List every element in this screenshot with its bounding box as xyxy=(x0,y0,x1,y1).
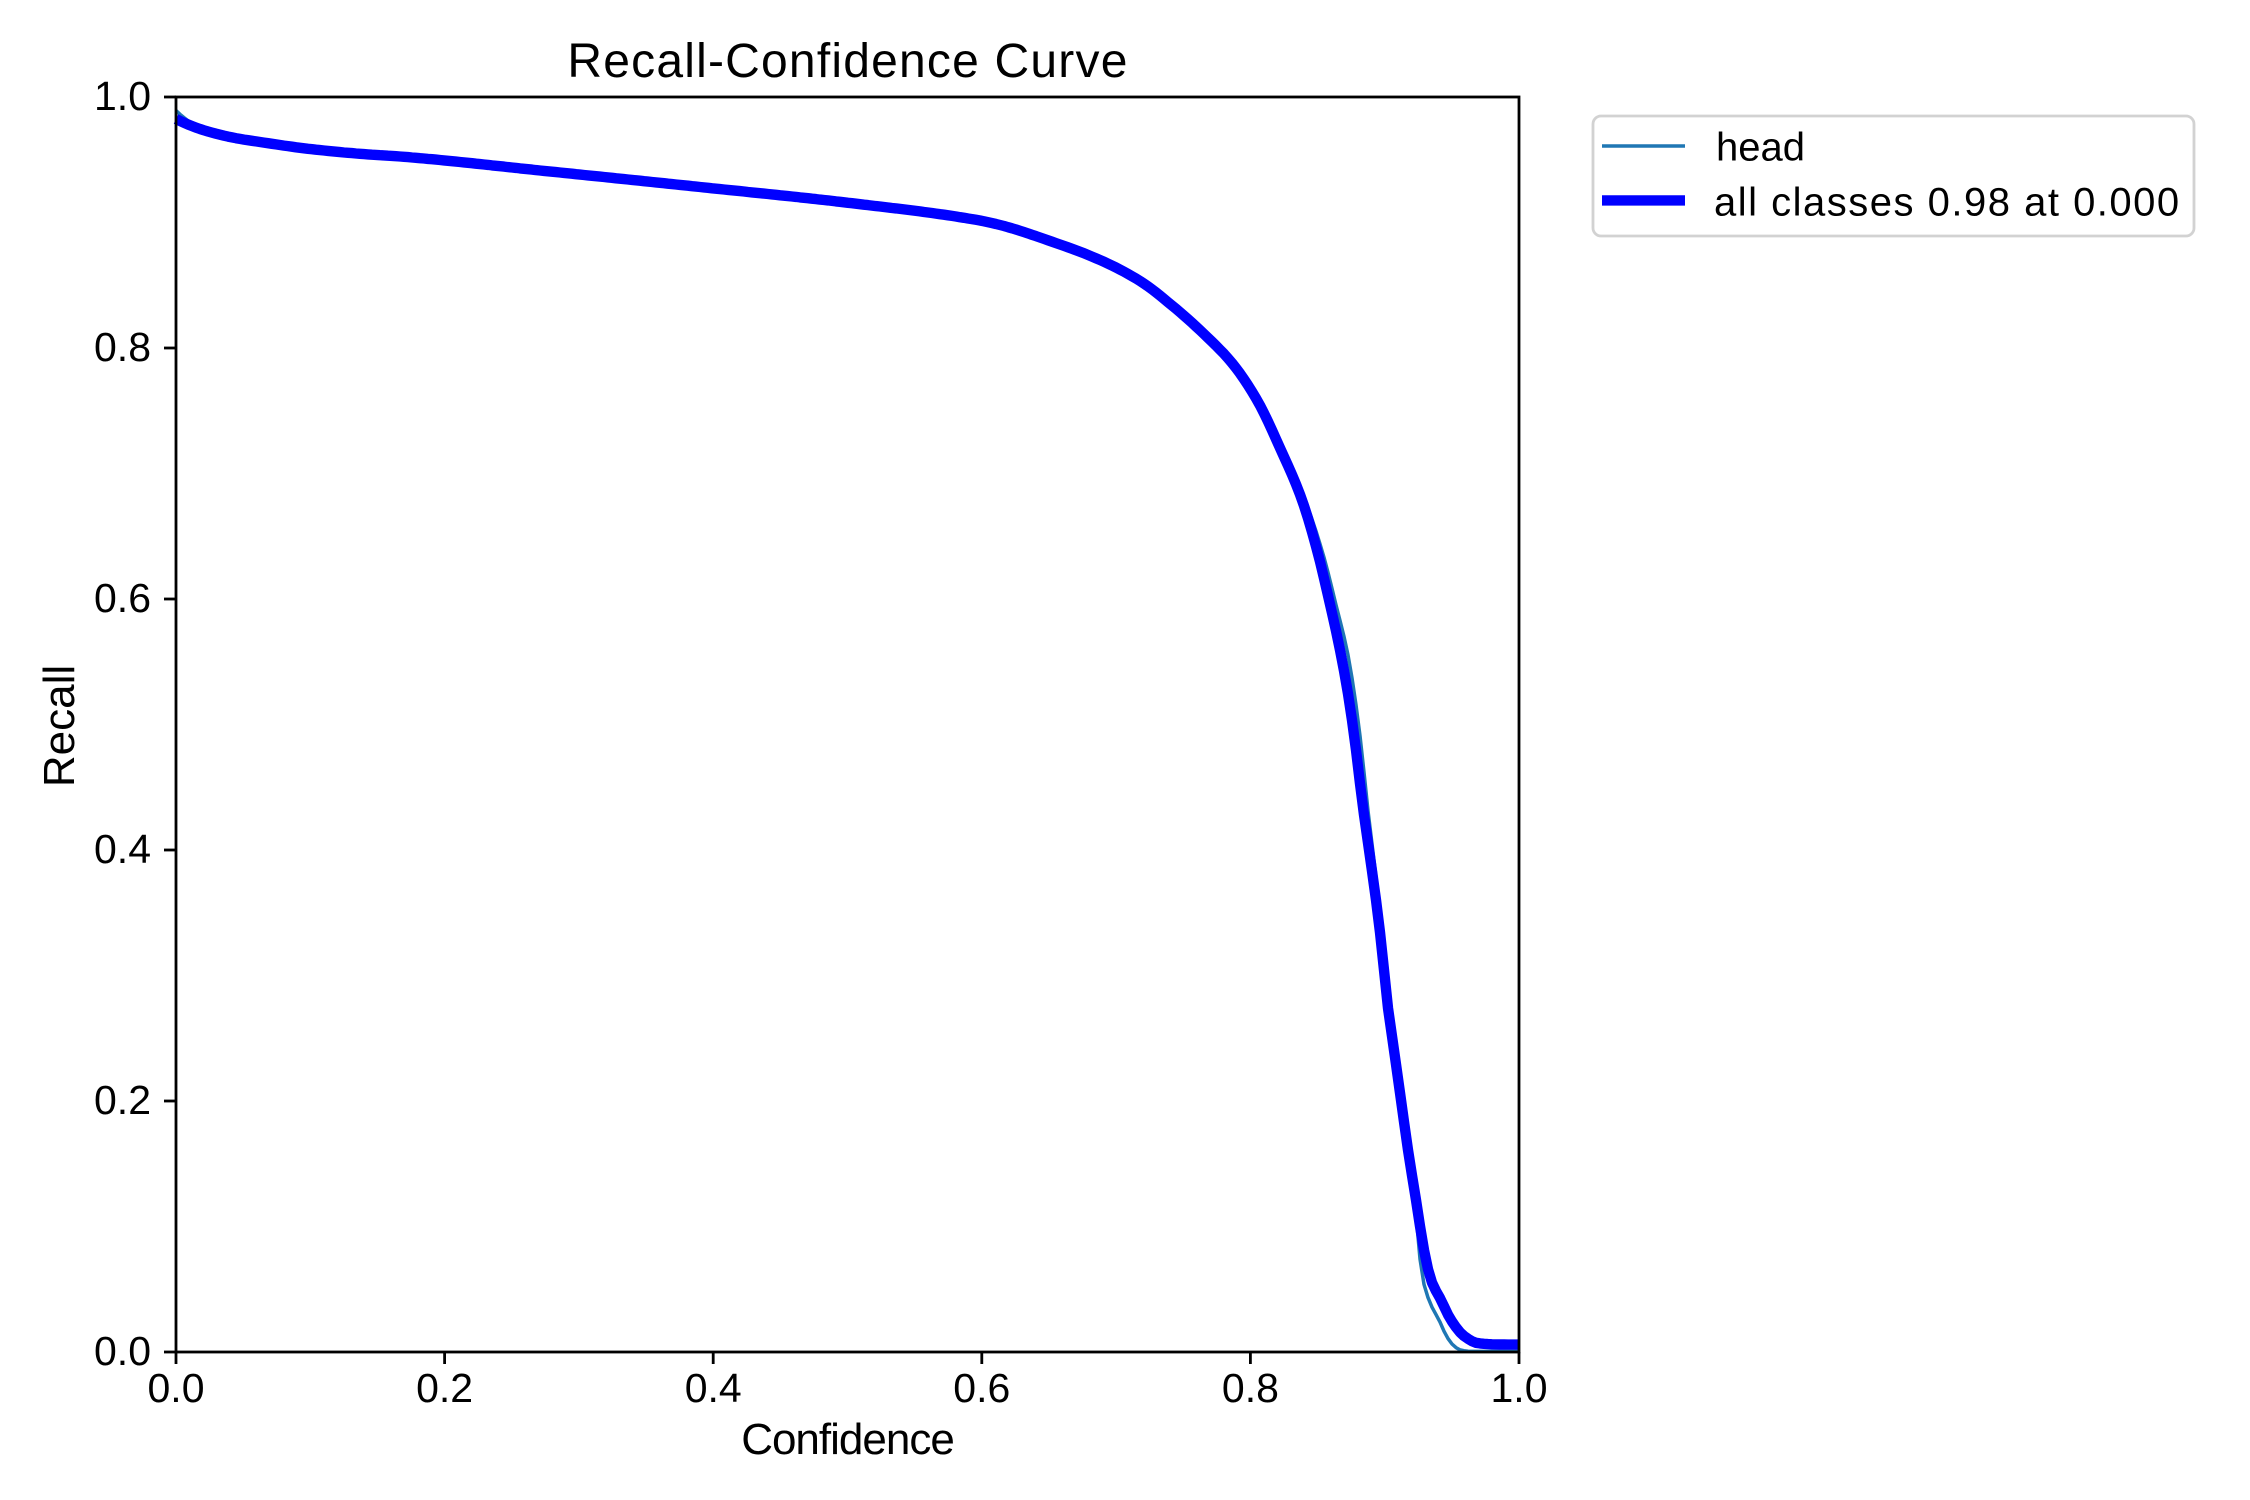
svg-text:0.2: 0.2 xyxy=(94,1077,151,1123)
svg-text:Confidence: Confidence xyxy=(741,1415,954,1464)
svg-text:all classes 0.98 at 0.000: all classes 0.98 at 0.000 xyxy=(1714,181,2181,225)
svg-text:1.0: 1.0 xyxy=(1491,1365,1548,1411)
svg-text:0.6: 0.6 xyxy=(953,1365,1010,1411)
svg-text:0.2: 0.2 xyxy=(416,1365,473,1411)
svg-text:0.6: 0.6 xyxy=(94,575,151,621)
svg-text:0.8: 0.8 xyxy=(1222,1365,1279,1411)
svg-text:0.4: 0.4 xyxy=(94,826,151,872)
svg-text:1.0: 1.0 xyxy=(94,73,151,119)
svg-text:0.4: 0.4 xyxy=(685,1365,742,1411)
svg-text:Recall-Confidence Curve: Recall-Confidence Curve xyxy=(567,35,1128,88)
svg-text:0.8: 0.8 xyxy=(94,324,151,370)
svg-text:head: head xyxy=(1716,126,1805,170)
svg-text:0.0: 0.0 xyxy=(94,1328,151,1374)
svg-text:0.0: 0.0 xyxy=(148,1365,205,1411)
svg-text:Recall: Recall xyxy=(35,665,84,787)
